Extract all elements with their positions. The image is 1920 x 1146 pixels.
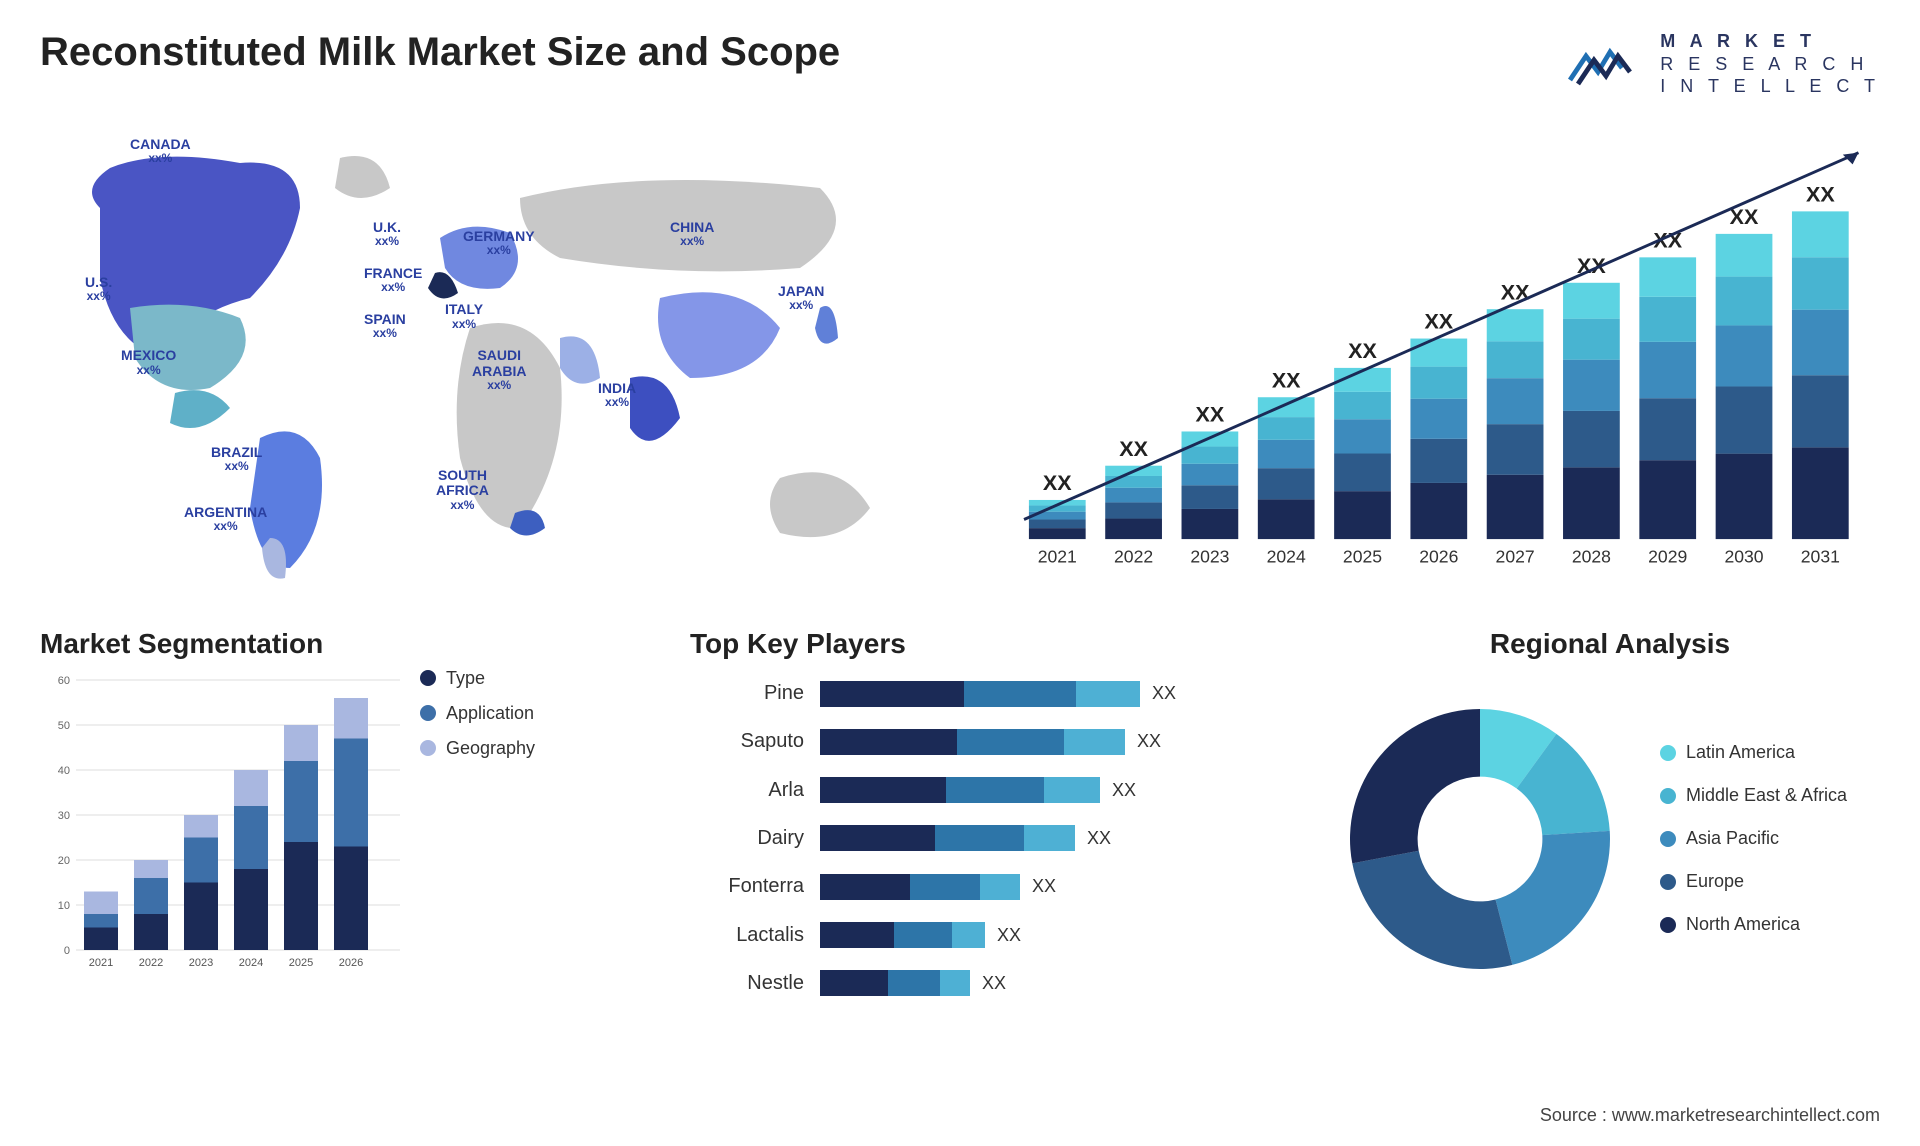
legend-item: North America bbox=[1660, 914, 1847, 935]
player-name: Lactalis bbox=[690, 924, 804, 947]
segmentation-title: Market Segmentation bbox=[40, 628, 400, 660]
player-name: Pine bbox=[690, 682, 804, 705]
player-bar-row: XX bbox=[820, 874, 1310, 900]
regional-title: Regional Analysis bbox=[1340, 628, 1880, 660]
segmentation-bar-chart: 0 10 20 30 40 50 60 2021 2022 2023 2024 2025 2026 bbox=[40, 670, 400, 980]
svg-text:XX: XX bbox=[1348, 339, 1377, 363]
map-label: ARGENTINAxx% bbox=[184, 505, 267, 534]
svg-text:2027: 2027 bbox=[1496, 546, 1535, 566]
legend-item: Application bbox=[420, 703, 535, 724]
svg-text:2023: 2023 bbox=[189, 957, 213, 969]
legend-item: Type bbox=[420, 668, 535, 689]
map-label: JAPANxx% bbox=[778, 284, 824, 313]
players-title: Top Key Players bbox=[690, 628, 1310, 660]
svg-text:2023: 2023 bbox=[1190, 546, 1229, 566]
map-label: ITALYxx% bbox=[445, 302, 483, 331]
world-map-panel: CANADAxx% U.S.xx% MEXICOxx% BRAZILxx% ARGENT… bbox=[40, 128, 940, 588]
legend-item: Middle East & Africa bbox=[1660, 785, 1847, 806]
svg-text:60: 60 bbox=[58, 675, 70, 687]
growth-bar-chart: XX 2021 XX 2022 XX 2023 XX 2024 XX 2025 XX 2026 XX 20… bbox=[980, 138, 1880, 588]
svg-text:40: 40 bbox=[58, 765, 70, 777]
svg-text:2022: 2022 bbox=[139, 957, 163, 969]
svg-text:2025: 2025 bbox=[289, 957, 313, 969]
map-label: INDIAxx% bbox=[598, 381, 636, 410]
svg-text:10: 10 bbox=[58, 900, 70, 912]
map-label: FRANCExx% bbox=[364, 266, 422, 295]
source-text: Source : www.marketresearchintellect.com bbox=[1540, 1105, 1880, 1126]
brand-logo: M A R K E T R E S E A R C H I N T E L L … bbox=[1566, 30, 1880, 98]
svg-text:2025: 2025 bbox=[1343, 546, 1382, 566]
svg-text:2021: 2021 bbox=[89, 957, 113, 969]
players-bar-chart: XX XX XX XX XX XX XX bbox=[820, 670, 1310, 1008]
map-label: SOUTHAFRICAxx% bbox=[436, 468, 489, 512]
svg-text:2028: 2028 bbox=[1572, 546, 1611, 566]
players-panel: Top Key Players Pine Saputo Arla Dairy Fonte… bbox=[690, 628, 1310, 1008]
svg-text:30: 30 bbox=[58, 810, 70, 822]
player-bar-row: XX bbox=[820, 681, 1310, 707]
map-label: MEXICOxx% bbox=[121, 348, 176, 377]
svg-text:2030: 2030 bbox=[1724, 546, 1763, 566]
svg-text:2022: 2022 bbox=[1114, 546, 1153, 566]
players-name-list: Pine Saputo Arla Dairy Fonterra Lactalis Nestl… bbox=[690, 670, 810, 1008]
logo-mark-icon bbox=[1566, 39, 1646, 89]
svg-text:2024: 2024 bbox=[239, 957, 263, 969]
svg-text:2021: 2021 bbox=[1038, 546, 1077, 566]
map-label: U.K.xx% bbox=[373, 220, 401, 249]
svg-text:50: 50 bbox=[58, 720, 70, 732]
svg-text:XX: XX bbox=[1043, 471, 1072, 495]
logo-text: M A R K E T R E S E A R C H I N T E L L … bbox=[1660, 30, 1880, 98]
segmentation-panel: Market Segmentation 0 10 20 30 40 50 60 2021 202… bbox=[40, 628, 660, 1008]
svg-text:XX: XX bbox=[1272, 368, 1301, 392]
map-label: CANADAxx% bbox=[130, 137, 191, 166]
map-label: BRAZILxx% bbox=[211, 445, 262, 474]
map-label: SAUDIARABIAxx% bbox=[472, 348, 526, 392]
player-bar-row: XX bbox=[820, 825, 1310, 851]
player-bar-row: XX bbox=[820, 729, 1310, 755]
svg-text:2026: 2026 bbox=[1419, 546, 1458, 566]
player-bar-row: XX bbox=[820, 777, 1310, 803]
svg-text:XX: XX bbox=[1806, 182, 1835, 206]
map-label: GERMANYxx% bbox=[463, 229, 535, 258]
regional-donut-chart bbox=[1340, 699, 1620, 979]
legend-item: Geography bbox=[420, 738, 535, 759]
map-label: U.S.xx% bbox=[85, 275, 112, 304]
svg-text:XX: XX bbox=[1501, 280, 1530, 304]
regional-legend: Latin America Middle East & Africa Asia Pa… bbox=[1660, 742, 1847, 935]
growth-chart-panel: XX 2021 XX 2022 XX 2023 XX 2024 XX 2025 XX 2026 XX 20… bbox=[980, 128, 1880, 588]
svg-text:2029: 2029 bbox=[1648, 546, 1687, 566]
svg-text:2031: 2031 bbox=[1801, 546, 1840, 566]
legend-item: Asia Pacific bbox=[1660, 828, 1847, 849]
legend-item: Europe bbox=[1660, 871, 1847, 892]
svg-text:XX: XX bbox=[1119, 436, 1148, 460]
segmentation-legend: Type Application Geography bbox=[420, 628, 535, 1008]
regional-panel: Regional Analysis Latin America Middle Ea… bbox=[1340, 628, 1880, 1008]
page-title: Reconstituted Milk Market Size and Scope bbox=[40, 30, 840, 75]
map-label: CHINAxx% bbox=[670, 220, 714, 249]
svg-text:0: 0 bbox=[64, 945, 70, 957]
player-name: Arla bbox=[690, 779, 804, 802]
player-name: Saputo bbox=[690, 730, 804, 753]
player-name: Nestle bbox=[690, 972, 804, 995]
svg-text:XX: XX bbox=[1196, 402, 1225, 426]
svg-text:2024: 2024 bbox=[1267, 546, 1306, 566]
player-name: Fonterra bbox=[690, 875, 804, 898]
svg-text:2026: 2026 bbox=[339, 957, 363, 969]
player-bar-row: XX bbox=[820, 922, 1310, 948]
map-label: SPAINxx% bbox=[364, 312, 406, 341]
player-bar-row: XX bbox=[820, 970, 1310, 996]
player-name: Dairy bbox=[690, 827, 804, 850]
svg-text:XX: XX bbox=[1424, 309, 1453, 333]
legend-item: Latin America bbox=[1660, 742, 1847, 763]
svg-text:20: 20 bbox=[58, 855, 70, 867]
